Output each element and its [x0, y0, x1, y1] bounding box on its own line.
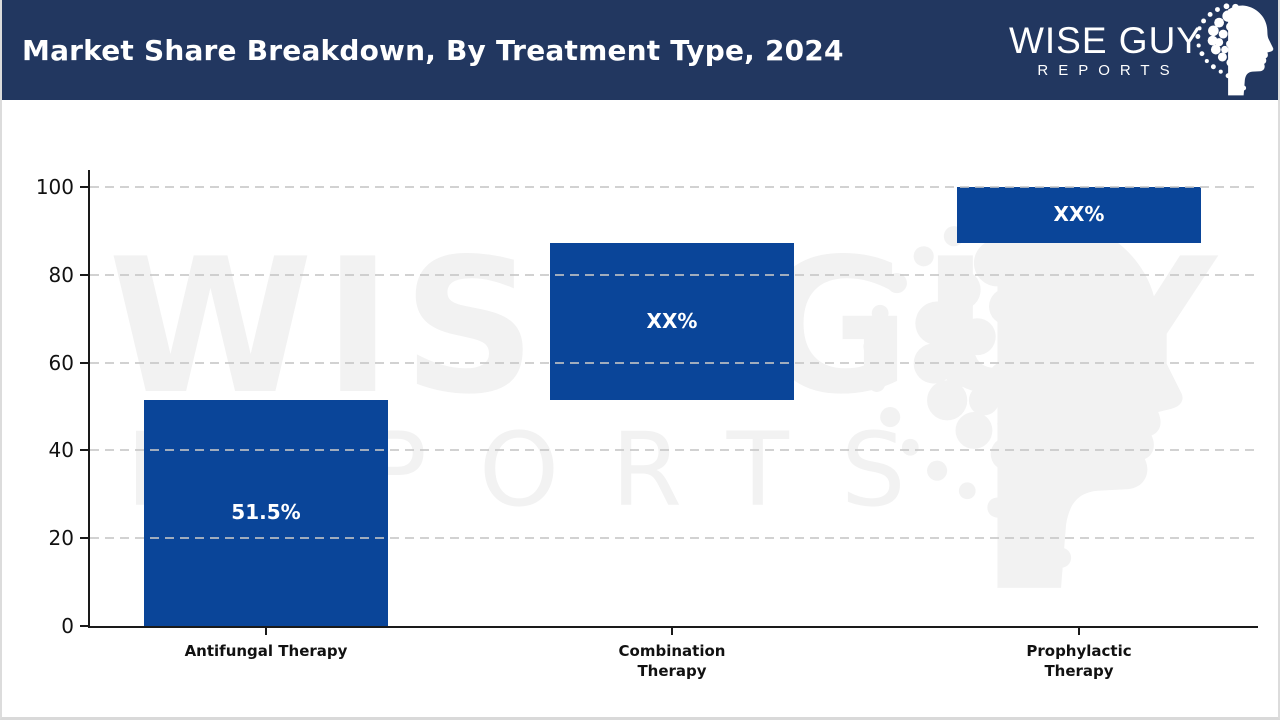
x-axis-category-label: Combination Therapy: [618, 642, 726, 680]
logo-subtitle: REPORTS: [1037, 61, 1180, 79]
bar-segment: [550, 243, 794, 400]
y-gridline: [90, 537, 1256, 540]
logo-wordmark: WISE GUY: [1008, 19, 1202, 61]
x-axis-category-label: Prophylactic Therapy: [1026, 642, 1132, 680]
bar-value-label: XX%: [1053, 202, 1105, 227]
y-tick-mark: [80, 537, 89, 540]
wise-guy-reports-logo: WISE GUY REPORTS: [1009, 3, 1278, 97]
page-title: Market Share Breakdown, By Treatment Typ…: [22, 33, 844, 67]
y-tick-label: 80: [48, 262, 74, 287]
y-tick-mark: [80, 273, 89, 276]
y-tick-label: 40: [48, 438, 74, 463]
bar-value-label: 51.5%: [231, 499, 301, 524]
y-gridline: [90, 186, 1256, 188]
x-tick-mark: [265, 628, 267, 635]
x-axis-category-label: Antifungal Therapy: [184, 642, 348, 660]
x-tick-mark: [1078, 628, 1080, 635]
x-tick-mark: [671, 628, 673, 635]
bar-segment: [957, 187, 1201, 244]
y-tick-label: 60: [48, 350, 74, 375]
y-axis-line: [88, 170, 90, 628]
logo-text: WISE GUY REPORTS: [1009, 22, 1202, 79]
header-bar: Market Share Breakdown, By Treatment Typ…: [2, 0, 1278, 100]
y-tick-label: 20: [48, 526, 74, 551]
bar-segment: [144, 399, 388, 626]
y-tick-mark: [80, 449, 89, 452]
y-gridline: [90, 273, 1256, 276]
y-tick-mark: [80, 361, 89, 364]
y-tick-mark: [80, 625, 89, 627]
y-tick-mark: [80, 186, 89, 188]
x-axis-line: [88, 626, 1258, 628]
y-tick-label: 100: [35, 175, 74, 199]
y-tick-label: 0: [61, 614, 74, 638]
y-gridline: [90, 361, 1256, 364]
bar-value-label: XX%: [646, 308, 698, 333]
logo-face-icon: [1195, 3, 1274, 96]
y-gridline: [90, 449, 1256, 452]
